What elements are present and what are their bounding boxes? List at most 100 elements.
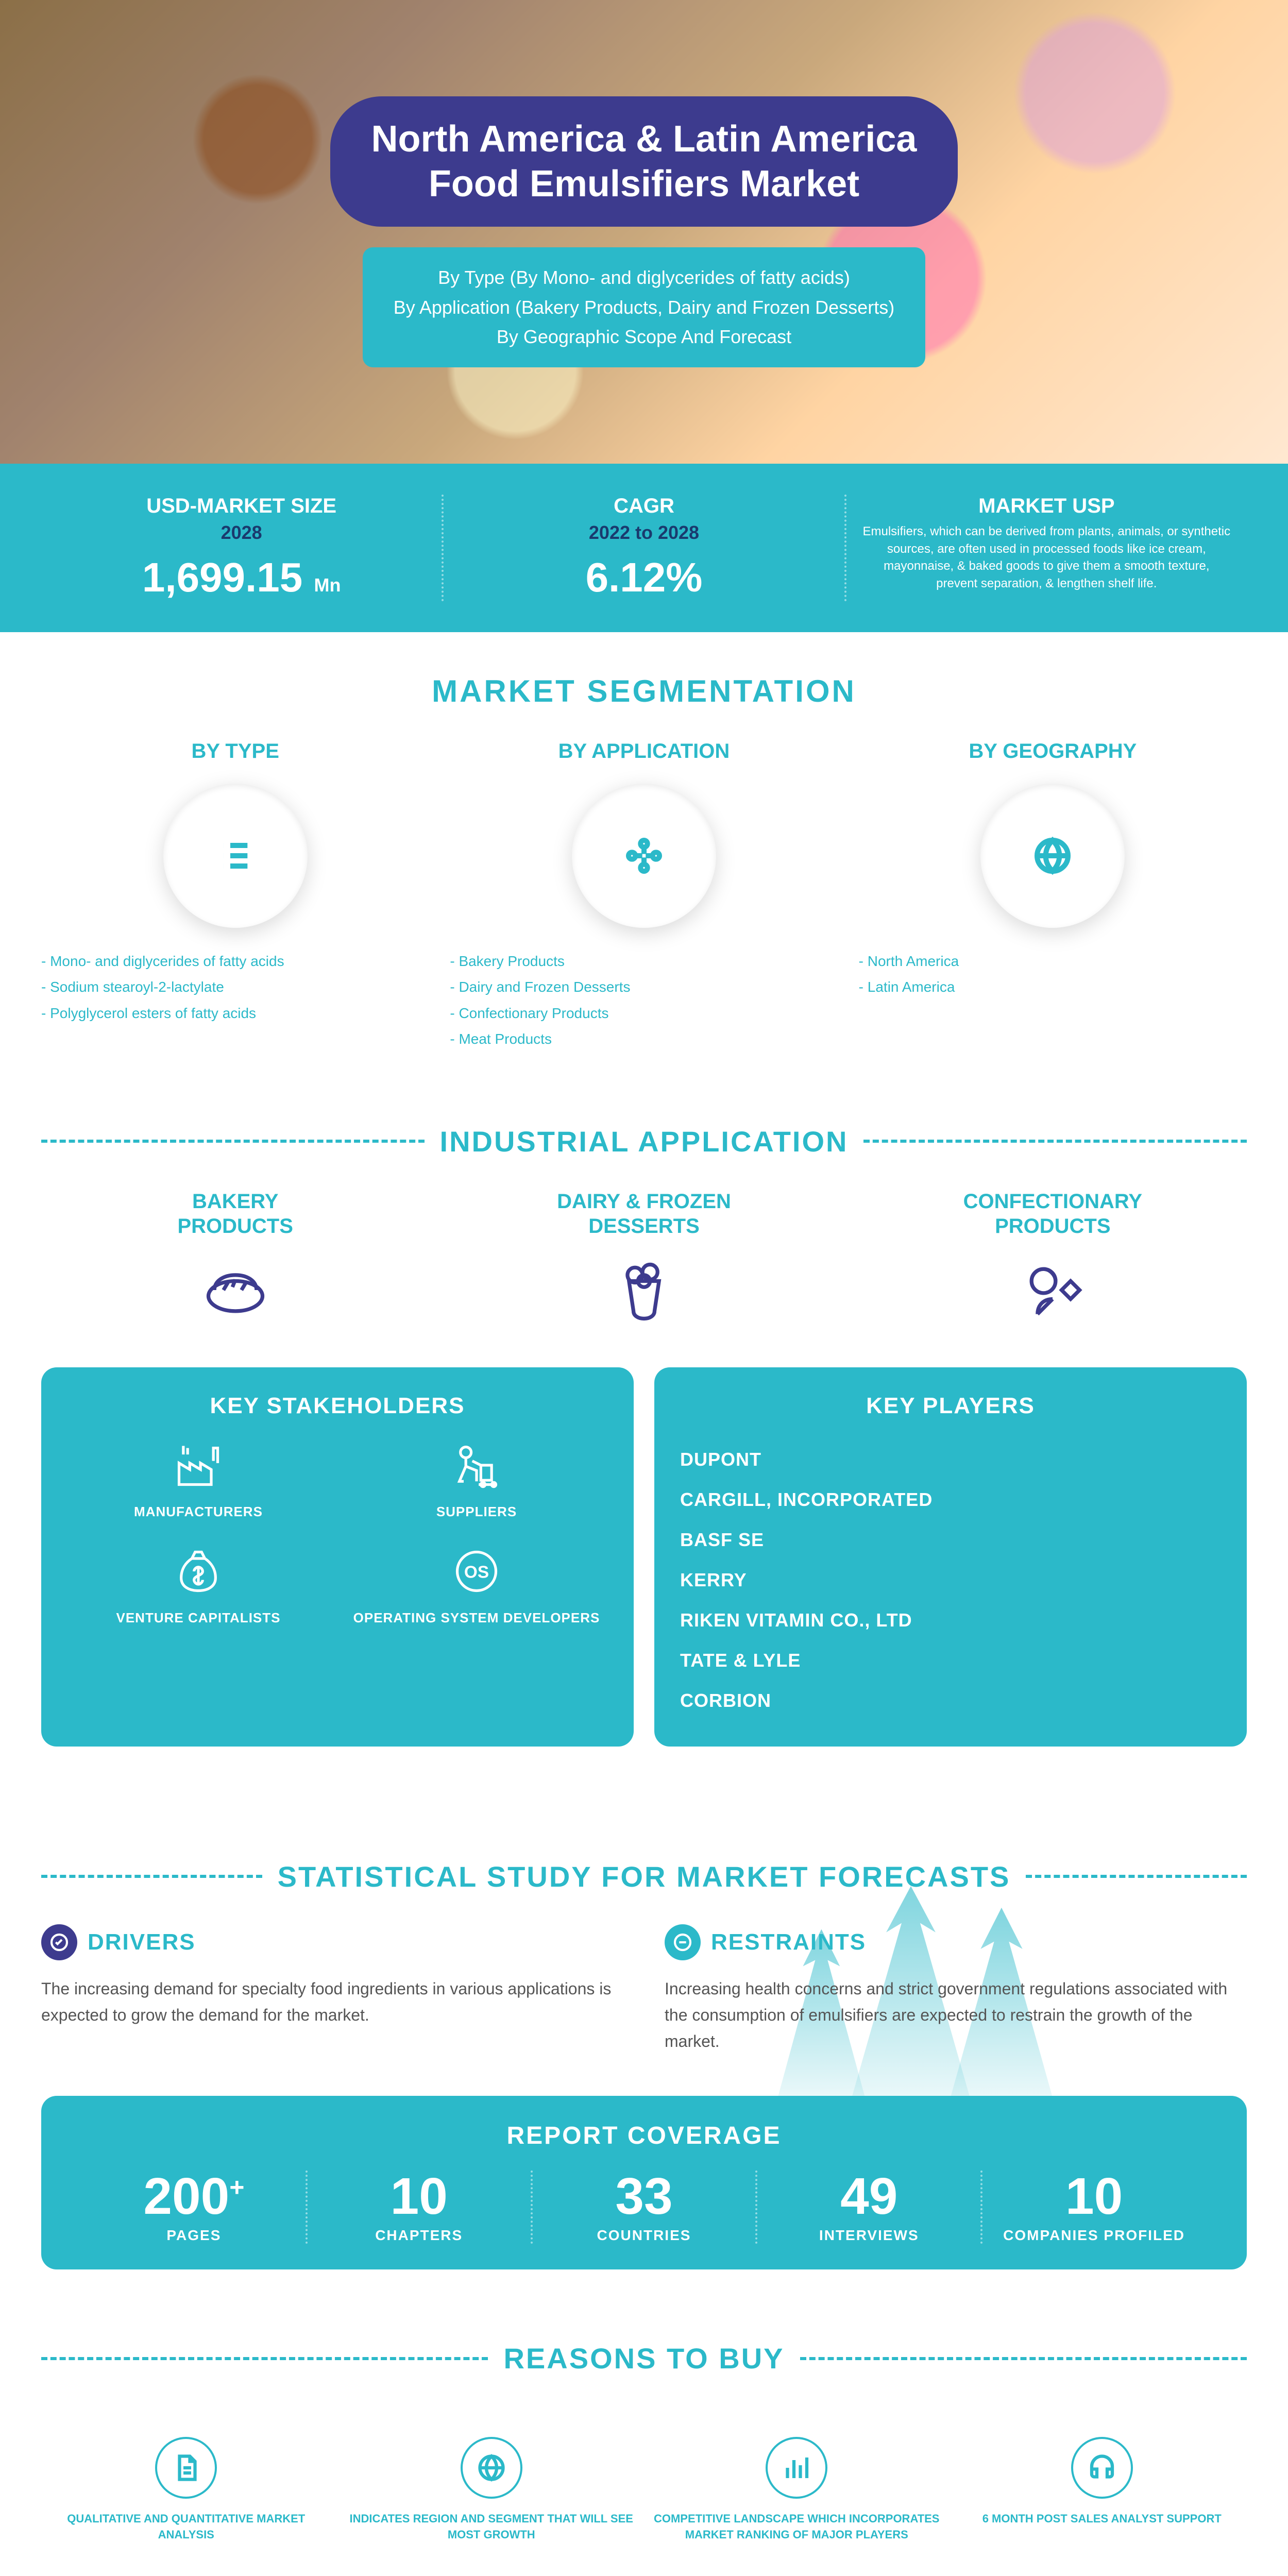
drivers-col: DRIVERS The increasing demand for specia…	[41, 1924, 623, 2055]
coverage-num: 10	[308, 2171, 531, 2222]
coverage-title: REPORT COVERAGE	[82, 2122, 1206, 2150]
players-list: DUPONTCARGILL, INCORPORATEDBASF SEKERRYR…	[680, 1439, 1221, 1721]
seg-circle-icon	[572, 784, 716, 928]
stat-value: 1,699.15 Mn	[57, 554, 426, 601]
seg-list-item: Mono- and diglycerides of fatty acids	[41, 948, 429, 974]
coverage-num: 33	[533, 2171, 756, 2222]
app-col: CONFECTIONARYPRODUCTS	[859, 1189, 1247, 1326]
subtitle-box: By Type (By Mono- and diglycerides of fa…	[363, 247, 925, 367]
stat-cagr: CAGR 2022 to 2028 6.12%	[442, 495, 844, 601]
stakeholder-item: VENTURE CAPITALISTS	[67, 1546, 330, 1626]
player-item: TATE & LYLE	[680, 1640, 1221, 1681]
seg-list-item: Polyglycerol esters of fatty acids	[41, 1001, 429, 1026]
stakeholder-label: MANUFACTURERS	[67, 1504, 330, 1520]
industrial-section: INDUSTRIAL APPLICATION BAKERYPRODUCTS DA…	[0, 1125, 1288, 1367]
stats-band: USD-MARKET SIZE 2028 1,699.15 Mn CAGR 20…	[0, 464, 1288, 632]
stakeholder-label: SUPPLIERS	[345, 1504, 608, 1520]
segmentation-title: MARKET SEGMENTATION	[41, 673, 1247, 709]
reason-text: COMPETITIVE LANDSCAPE WHICH INCORPORATES…	[652, 2511, 942, 2543]
reason-item: INDICATES REGION AND SEGMENT THAT WILL S…	[347, 2437, 637, 2543]
forecast-title: STATISTICAL STUDY FOR MARKET FORECASTS	[41, 1860, 1247, 1893]
bread-icon	[199, 1254, 272, 1326]
svg-text:OS: OS	[464, 1563, 489, 1582]
stakeholder-label: VENTURE CAPITALISTS	[67, 1610, 330, 1626]
player-item: KERRY	[680, 1560, 1221, 1600]
stat-market-size: USD-MARKET SIZE 2028 1,699.15 Mn	[41, 495, 442, 601]
stat-label: CAGR	[459, 495, 828, 518]
drivers-text: The increasing demand for specialty food…	[41, 1976, 623, 2028]
drivers-badge-icon	[41, 1924, 77, 1960]
subtitle-line: By Geographic Scope And Forecast	[394, 322, 894, 352]
restraints-badge-icon	[665, 1924, 701, 1960]
coverage-label: COUNTRIES	[533, 2227, 756, 2244]
coverage-item: 33 COUNTRIES	[531, 2171, 756, 2244]
two-panel: KEY STAKEHOLDERS MANUFACTURERSSUPPLIERSV…	[0, 1367, 1288, 1788]
segmentation-row: BY TYPE Mono- and diglycerides of fatty …	[41, 740, 1247, 1053]
doc-icon	[155, 2437, 217, 2499]
coverage-item: 200+ PAGES	[82, 2171, 306, 2244]
seg-list-item: North America	[859, 948, 1247, 974]
coverage-label: COMPANIES PROFILED	[982, 2227, 1206, 2244]
icecream-icon	[608, 1254, 680, 1326]
seg-list-item: Meat Products	[450, 1026, 838, 1052]
drivers-head: DRIVERS	[41, 1924, 623, 1960]
coverage-label: PAGES	[82, 2227, 306, 2244]
reason-item: 6 MONTH POST SALES ANALYST SUPPORT	[957, 2437, 1247, 2543]
seg-list: Bakery ProductsDairy and Frozen Desserts…	[450, 948, 838, 1053]
stakeholder-item: SUPPLIERS	[345, 1439, 608, 1520]
player-item: RIKEN VITAMIN CO., LTD	[680, 1600, 1221, 1640]
seg-circle-icon	[163, 784, 308, 928]
reasons-title: REASONS TO BUY	[41, 2342, 1247, 2375]
coverage-num: 10	[982, 2171, 1206, 2222]
reasons-row: QUALITATIVE AND QUANTITATIVE MARKET ANAL…	[0, 2416, 1288, 2576]
stakeholder-item: MANUFACTURERS	[67, 1439, 330, 1520]
stakeholder-grid: MANUFACTURERS SUPPLIERS VENTURE CAPITALIST…	[67, 1439, 608, 1626]
restraints-title: RESTRAINTS	[711, 1929, 866, 1955]
reason-item: QUALITATIVE AND QUANTITATIVE MARKET ANAL…	[41, 2437, 331, 2543]
restraints-text: Increasing health concerns and strict go…	[665, 1976, 1247, 2055]
stat-label: MARKET USP	[862, 495, 1231, 518]
stat-label: USD-MARKET SIZE	[57, 495, 426, 518]
reason-text: INDICATES REGION AND SEGMENT THAT WILL S…	[347, 2511, 637, 2543]
reason-item: COMPETITIVE LANDSCAPE WHICH INCORPORATES…	[652, 2437, 942, 2543]
drivers-title: DRIVERS	[88, 1929, 196, 1955]
stat-year: 2022 to 2028	[459, 522, 828, 544]
coverage-num: 49	[757, 2171, 980, 2222]
stakeholders-panel: KEY STAKEHOLDERS MANUFACTURERSSUPPLIERSV…	[41, 1367, 634, 1747]
subtitle-line: By Type (By Mono- and diglycerides of fa…	[394, 263, 894, 293]
infographic-root: North America & Latin America Food Emuls…	[0, 0, 1288, 2576]
stat-usp: MARKET USP Emulsifiers, which can be der…	[844, 495, 1247, 601]
stat-year: 2028	[57, 522, 426, 544]
apps-row: BAKERYPRODUCTS DAIRY & FROZENDESSERTS CO…	[41, 1189, 1247, 1326]
reason-text: 6 MONTH POST SALES ANALYST SUPPORT	[957, 2511, 1247, 2527]
forecast-section: STATISTICAL STUDY FOR MARKET FORECASTS D…	[0, 1788, 1288, 2096]
subtitle-line: By Application (Bakery Products, Dairy a…	[394, 293, 894, 323]
reasons-section: REASONS TO BUY	[0, 2269, 1288, 2416]
seg-list-item: Sodium stearoyl-2-lactylate	[41, 974, 429, 1000]
player-item: BASF SE	[680, 1520, 1221, 1560]
industrial-title: INDUSTRIAL APPLICATION	[41, 1125, 1247, 1158]
segmentation-col: BY GEOGRAPHY North AmericaLatin America	[859, 740, 1247, 1001]
restraints-col: RESTRAINTS Increasing health concerns an…	[665, 1924, 1247, 2055]
player-item: CORBION	[680, 1681, 1221, 1721]
headset-icon	[1071, 2437, 1133, 2499]
player-item: CARGILL, INCORPORATED	[680, 1480, 1221, 1520]
segmentation-col: BY TYPE Mono- and diglycerides of fatty …	[41, 740, 429, 1026]
segmentation-col: BY APPLICATION Bakery ProductsDairy and …	[450, 740, 838, 1053]
coverage-num: 200+	[82, 2171, 306, 2222]
stakeholder-item: OSOPERATING SYSTEM DEVELOPERS	[345, 1546, 608, 1626]
bars-icon	[766, 2437, 827, 2499]
seg-list-item: Dairy and Frozen Desserts	[450, 974, 838, 1000]
seg-list-item: Latin America	[859, 974, 1247, 1000]
seg-head: BY TYPE	[41, 740, 429, 763]
coverage-row: 200+PAGES10CHAPTERS33COUNTRIES49INTERVIE…	[82, 2171, 1206, 2244]
coverage-item: 10 COMPANIES PROFILED	[980, 2171, 1206, 2244]
app-col: BAKERYPRODUCTS	[41, 1189, 429, 1326]
coverage-item: 49 INTERVIEWS	[755, 2171, 980, 2244]
seg-list: North AmericaLatin America	[859, 948, 1247, 1001]
seg-list: Mono- and diglycerides of fatty acidsSod…	[41, 948, 429, 1026]
players-panel: KEY PLAYERS DUPONTCARGILL, INCORPORATEDB…	[654, 1367, 1247, 1747]
coverage-label: INTERVIEWS	[757, 2227, 980, 2244]
stat-value: 6.12%	[459, 554, 828, 601]
title-line1: North America & Latin America	[371, 118, 917, 160]
